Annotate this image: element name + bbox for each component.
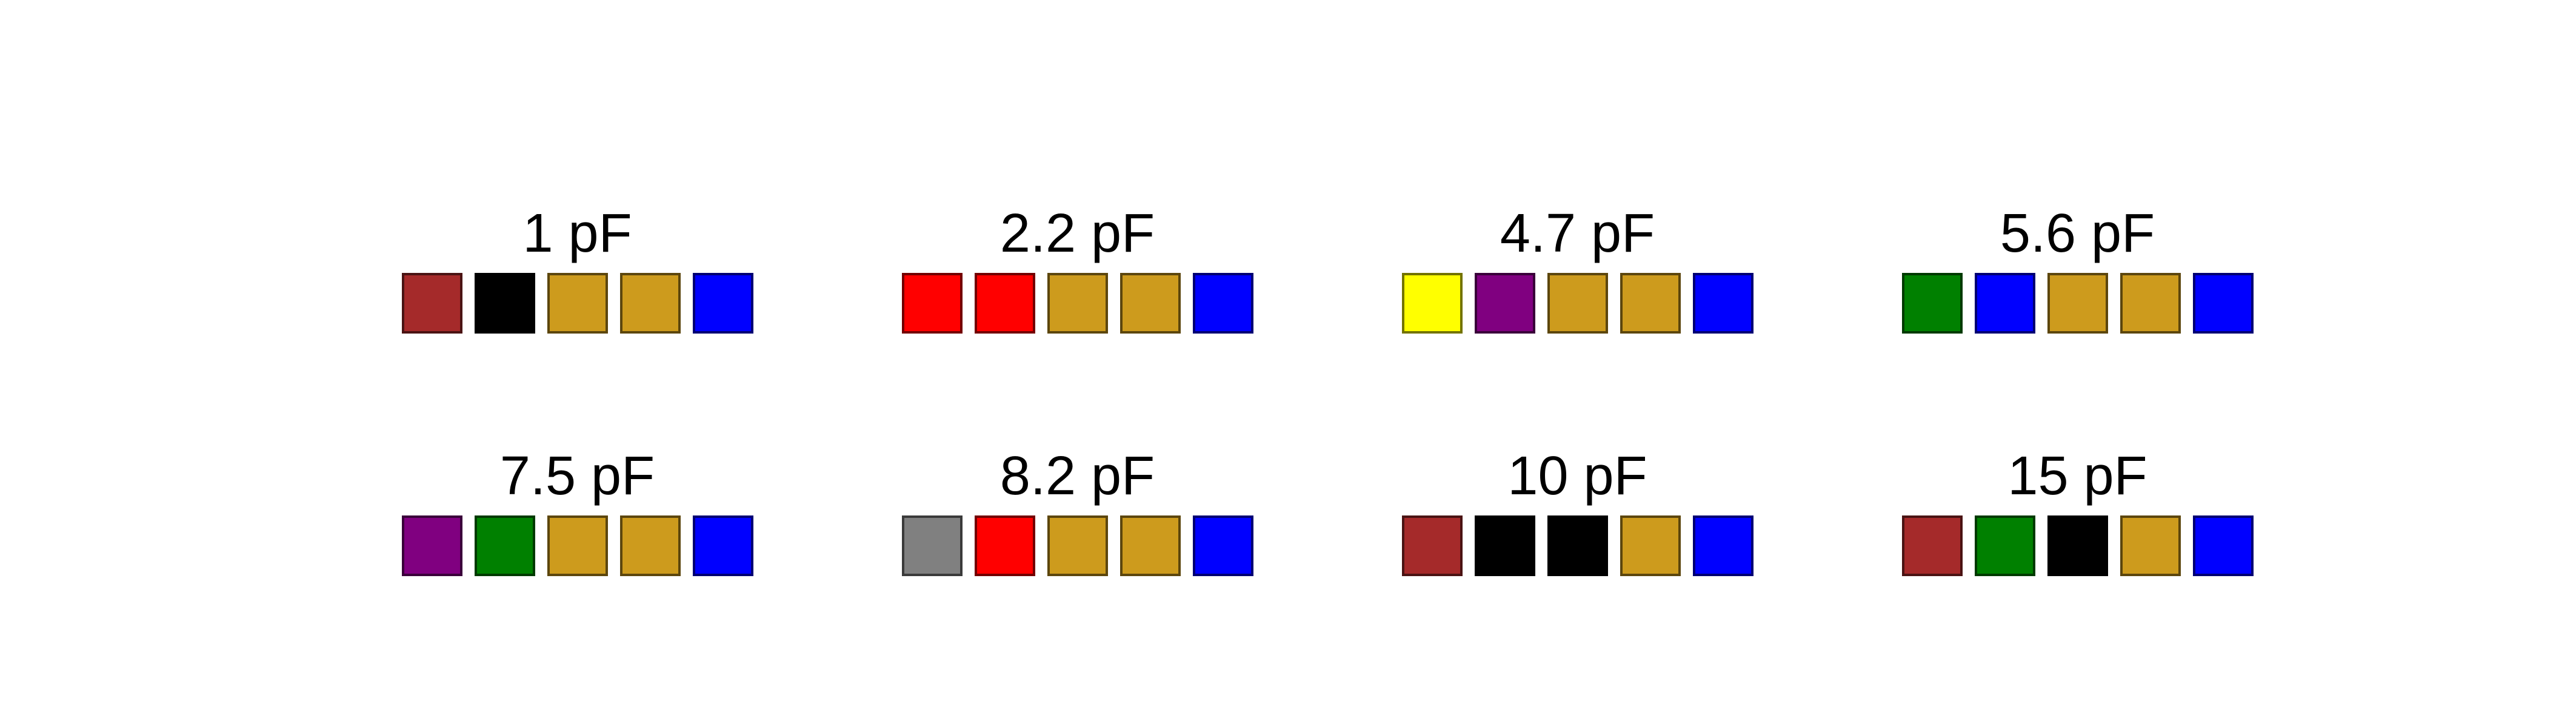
capacitor-value-label: 2.2 pF <box>1000 206 1155 261</box>
capacitor-item: 8.2 pF <box>827 449 1327 576</box>
capacitor-item: 10 pF <box>1327 449 1827 576</box>
color-band <box>1547 515 1608 576</box>
color-band <box>402 273 462 334</box>
capacitor-item: 5.6 pF <box>1827 206 2327 334</box>
color-band <box>1193 515 1253 576</box>
color-band-row <box>1402 273 1753 334</box>
color-band <box>1402 273 1463 334</box>
color-band-row <box>1902 273 2254 334</box>
color-band <box>2047 515 2108 576</box>
color-band-row <box>402 273 753 334</box>
capacitor-item: 15 pF <box>1827 449 2327 576</box>
color-band <box>1047 273 1108 334</box>
color-band <box>620 273 681 334</box>
color-band <box>2120 515 2181 576</box>
capacitor-value-label: 10 pF <box>1507 449 1647 503</box>
capacitor-value-label: 1 pF <box>522 206 632 261</box>
color-band-row <box>1902 515 2254 576</box>
color-band <box>402 515 462 576</box>
color-band <box>1047 515 1108 576</box>
color-band <box>1693 273 1753 334</box>
color-band <box>1975 515 2035 576</box>
color-band <box>693 515 753 576</box>
color-band <box>1620 273 1681 334</box>
capacitor-item: 7.5 pF <box>327 449 827 576</box>
color-band <box>1120 273 1181 334</box>
color-band <box>1620 515 1681 576</box>
color-band <box>1402 515 1463 576</box>
color-band <box>1693 515 1753 576</box>
color-band <box>475 515 535 576</box>
color-band <box>1902 515 1963 576</box>
capacitor-item: 4.7 pF <box>1327 206 1827 334</box>
color-band <box>693 273 753 334</box>
capacitor-value-label: 15 pF <box>2007 449 2147 503</box>
color-band <box>1475 273 1535 334</box>
color-band-row <box>902 273 1253 334</box>
capacitor-color-code-diagram: 1 pF 2.2 pF 4.7 pF <box>0 0 2576 715</box>
color-band-row <box>902 515 1253 576</box>
color-band <box>902 273 963 334</box>
color-band <box>547 515 608 576</box>
color-band <box>1975 273 2035 334</box>
color-band <box>2193 273 2254 334</box>
capacitor-value-label: 7.5 pF <box>500 449 655 503</box>
capacitor-value-label: 8.2 pF <box>1000 449 1155 503</box>
color-band <box>1475 515 1535 576</box>
color-band <box>2047 273 2108 334</box>
color-band <box>975 515 1035 576</box>
capacitor-item: 2.2 pF <box>827 206 1327 334</box>
color-band <box>1547 273 1608 334</box>
color-band <box>1193 273 1253 334</box>
capacitor-value-label: 5.6 pF <box>2000 206 2155 261</box>
color-band <box>547 273 608 334</box>
capacitor-item: 1 pF <box>327 206 827 334</box>
color-band-row <box>1402 515 1753 576</box>
color-band <box>475 273 535 334</box>
color-band <box>1120 515 1181 576</box>
color-band-row <box>402 515 753 576</box>
color-band <box>902 515 963 576</box>
capacitor-grid: 1 pF 2.2 pF 4.7 pF <box>327 206 2327 576</box>
color-band <box>2193 515 2254 576</box>
color-band <box>620 515 681 576</box>
capacitor-value-label: 4.7 pF <box>1500 206 1655 261</box>
color-band <box>975 273 1035 334</box>
color-band <box>1902 273 1963 334</box>
color-band <box>2120 273 2181 334</box>
